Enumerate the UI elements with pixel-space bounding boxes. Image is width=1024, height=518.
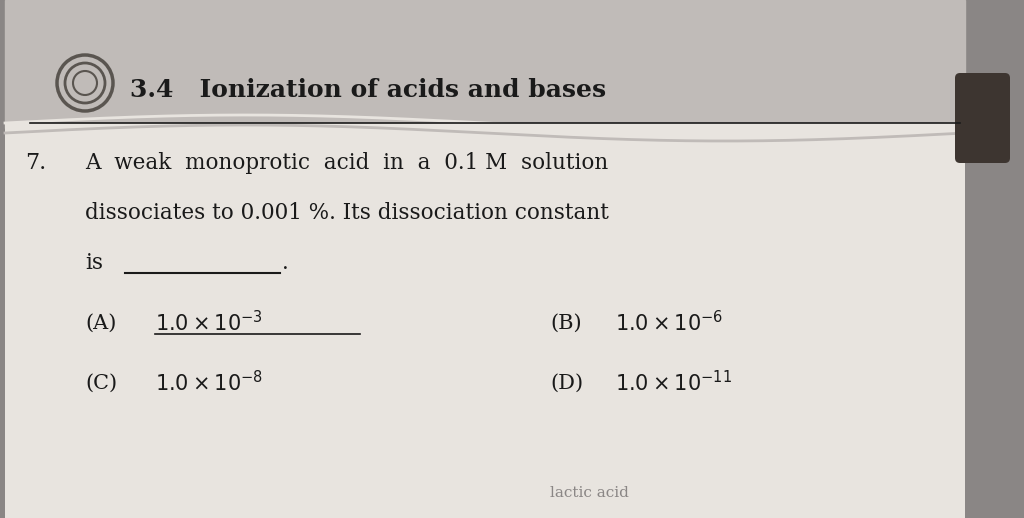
Text: (D): (D) bbox=[550, 373, 583, 393]
Text: 3.4   Ionization of acids and bases: 3.4 Ionization of acids and bases bbox=[130, 78, 606, 102]
Text: (C): (C) bbox=[85, 373, 117, 393]
Text: 7.: 7. bbox=[25, 152, 46, 174]
Text: (A): (A) bbox=[85, 313, 117, 333]
Text: dissociates to 0.001 %. Its dissociation constant: dissociates to 0.001 %. Its dissociation… bbox=[85, 202, 609, 224]
Text: $1.0 \times 10^{-11}$: $1.0 \times 10^{-11}$ bbox=[615, 370, 732, 396]
Text: $1.0 \times 10^{-8}$: $1.0 \times 10^{-8}$ bbox=[155, 370, 263, 396]
FancyBboxPatch shape bbox=[5, 123, 965, 518]
Text: is: is bbox=[85, 252, 103, 274]
Text: lactic acid: lactic acid bbox=[550, 486, 629, 500]
Polygon shape bbox=[5, 0, 965, 128]
Text: $1.0 \times 10^{-6}$: $1.0 \times 10^{-6}$ bbox=[615, 310, 723, 336]
FancyBboxPatch shape bbox=[5, 38, 965, 518]
Text: $1.0 \times 10^{-3}$: $1.0 \times 10^{-3}$ bbox=[155, 310, 263, 336]
Text: A  weak  monoprotic  acid  in  a  0.1 M  solution: A weak monoprotic acid in a 0.1 M soluti… bbox=[85, 152, 608, 174]
Text: .: . bbox=[282, 252, 289, 274]
Text: (B): (B) bbox=[550, 313, 582, 333]
FancyBboxPatch shape bbox=[955, 73, 1010, 163]
